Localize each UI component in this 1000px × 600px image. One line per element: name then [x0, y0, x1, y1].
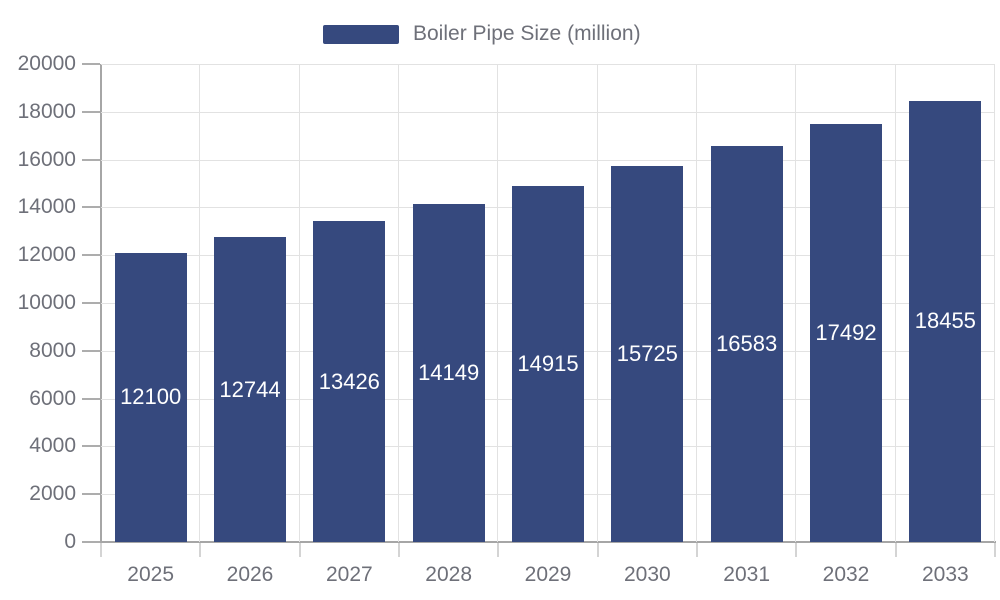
x-axis-label: 2032 — [822, 563, 870, 586]
v-gridline — [795, 64, 797, 542]
bar-value-label: 14915 — [517, 350, 579, 376]
bar-2027[interactable]: 13426 — [313, 221, 386, 542]
y-axis-tick-label: 0 — [64, 530, 76, 553]
x-axis-tick — [497, 543, 500, 557]
y-axis-tick — [82, 445, 100, 448]
x-axis-label: 2028 — [425, 563, 473, 586]
x-axis-label: 2026 — [226, 563, 274, 586]
y-axis-tick-label: 4000 — [29, 434, 76, 458]
y-axis-tick — [82, 349, 100, 352]
v-gridline — [696, 64, 697, 542]
y-axis-tick — [82, 302, 100, 304]
x-axis-tick — [398, 543, 400, 557]
v-gridline — [596, 64, 598, 542]
x-axis-label: 2025 — [127, 563, 175, 586]
bar-2029[interactable]: 14915 — [512, 185, 584, 542]
x-axis-label: 2027 — [325, 563, 373, 586]
h-gridline — [101, 111, 995, 113]
y-axis-tick — [82, 206, 100, 209]
v-gridline — [398, 64, 399, 542]
x-axis-tick — [894, 543, 897, 557]
y-axis-tick — [82, 541, 100, 543]
bar-2032[interactable]: 17492 — [810, 123, 882, 542]
x-axis-label: 2030 — [623, 563, 671, 586]
x-axis-tick — [994, 543, 996, 557]
x-axis-line — [99, 541, 996, 543]
v-gridline — [298, 64, 300, 542]
v-gridline — [994, 64, 995, 542]
x-axis-tick — [696, 543, 698, 557]
y-axis-tick — [82, 493, 100, 496]
bar-value-label: 18455 — [914, 308, 976, 334]
bar-value-label: 13426 — [318, 368, 380, 394]
bar-2028[interactable]: 14149 — [412, 203, 485, 542]
v-gridline — [497, 64, 499, 542]
bar-2031[interactable]: 16583 — [710, 145, 783, 542]
h-gridline — [101, 64, 995, 65]
y-axis-tick-label: 10000 — [17, 291, 76, 314]
legend-label: Boiler Pipe Size (million) — [413, 22, 641, 45]
y-axis-tick — [82, 397, 100, 400]
bar-value-label: 12744 — [219, 376, 281, 402]
v-gridline — [894, 64, 896, 542]
bar-2033[interactable]: 18455 — [909, 100, 982, 542]
legend-color-swatch — [323, 24, 399, 44]
h-gridline — [101, 159, 995, 161]
y-axis-tick-label: 12000 — [17, 243, 76, 267]
x-axis-label: 2033 — [921, 563, 969, 586]
y-axis-tick-label: 2000 — [29, 482, 76, 506]
bar-2025[interactable]: 12100 — [114, 252, 187, 542]
x-axis-tick — [596, 543, 599, 557]
legend-item[interactable]: Boiler Pipe Size (million) — [323, 21, 641, 47]
x-axis-label: 2029 — [524, 563, 572, 586]
plot-area: 12100 12744 13426 14149 14915 15725 16583 17492… — [101, 64, 995, 542]
y-axis-tick — [82, 110, 100, 113]
bar-2026[interactable]: 12744 — [214, 237, 286, 542]
y-axis-tick-label: 14000 — [17, 195, 76, 219]
x-axis-tick — [298, 543, 301, 557]
x-axis-label: 2031 — [723, 563, 771, 586]
x-axis-tick — [100, 543, 102, 557]
y-axis-tick — [82, 158, 100, 161]
v-gridline — [199, 64, 201, 542]
y-axis-tick — [82, 63, 100, 65]
bar-2030[interactable]: 15725 — [611, 166, 684, 542]
x-axis-tick — [199, 543, 202, 557]
bar-value-label: 17492 — [815, 319, 877, 345]
y-axis-tick-label: 20000 — [17, 52, 76, 75]
y-axis-tick-label: 18000 — [17, 99, 76, 123]
y-axis-tick-label: 8000 — [29, 338, 76, 362]
y-axis-tick — [82, 254, 100, 257]
x-axis-tick — [795, 543, 798, 557]
bar-value-label: 15725 — [616, 341, 678, 367]
bar-value-label: 16583 — [716, 330, 778, 356]
bar-value-label: 14149 — [418, 359, 480, 385]
y-axis-tick-label: 16000 — [17, 147, 76, 171]
y-axis-tick-label: 6000 — [29, 386, 76, 410]
bar-value-label: 12100 — [120, 384, 182, 410]
